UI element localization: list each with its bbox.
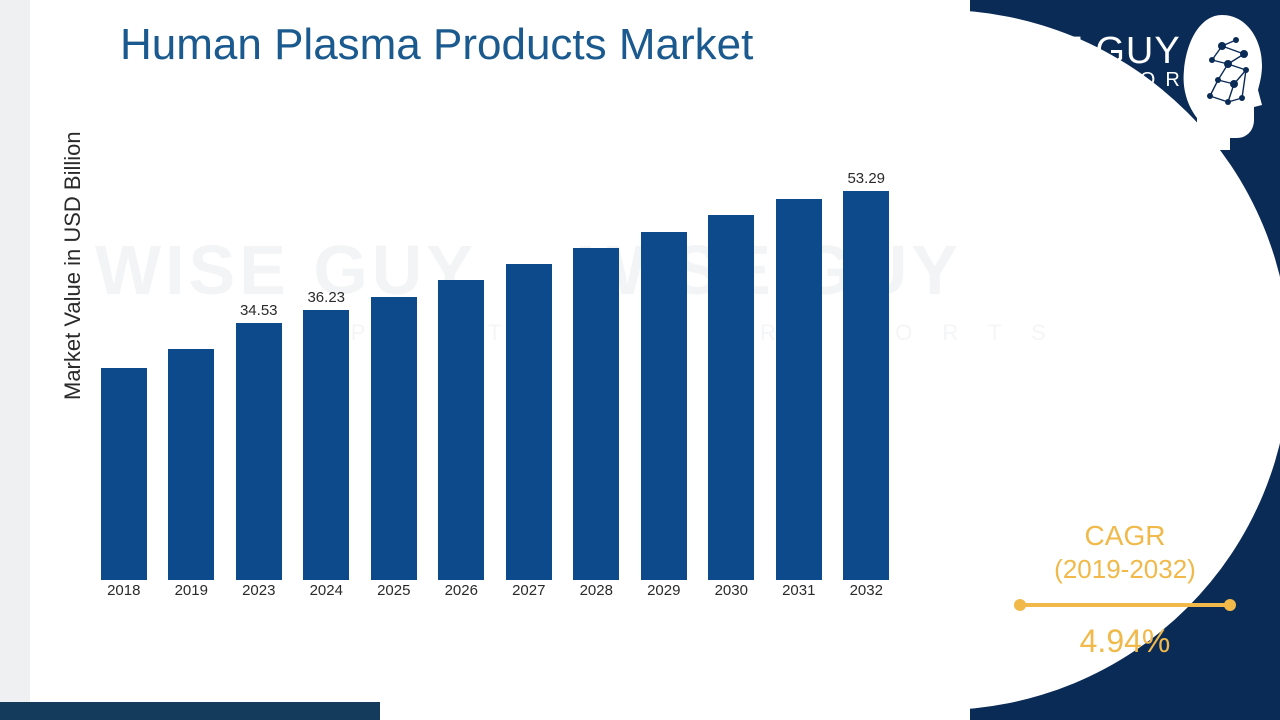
bar-col xyxy=(563,170,631,580)
page-title: Human Plasma Products Market xyxy=(120,20,753,70)
x-tick-label: 2018 xyxy=(90,582,158,599)
bar-col xyxy=(495,170,563,580)
bar xyxy=(573,248,619,580)
bar xyxy=(236,323,282,580)
y-axis-label: Market Value in USD Billion xyxy=(60,131,86,400)
x-tick-label: 2027 xyxy=(495,582,563,599)
bar-value-label: 34.53 xyxy=(240,302,278,319)
x-tick-label: 2019 xyxy=(158,582,226,599)
bar-col xyxy=(360,170,428,580)
bar xyxy=(303,310,349,580)
bar xyxy=(843,191,889,580)
head-icon xyxy=(1162,10,1272,150)
bar xyxy=(708,215,754,580)
bar-value-label: 36.23 xyxy=(307,289,345,306)
bar-col: 36.23 xyxy=(293,170,361,580)
bar xyxy=(506,264,552,580)
bar xyxy=(101,368,147,580)
x-tick-label: 2032 xyxy=(833,582,901,599)
bar-col xyxy=(698,170,766,580)
bar-col xyxy=(630,170,698,580)
cagr-block: CAGR (2019-2032) 4.94% xyxy=(1010,520,1240,660)
bar-col xyxy=(90,170,158,580)
bar xyxy=(168,349,214,580)
x-tick-label: 2025 xyxy=(360,582,428,599)
x-tick-label: 2031 xyxy=(765,582,833,599)
bar xyxy=(776,199,822,580)
x-axis-labels: 2018201920232024202520262027202820292030… xyxy=(90,582,900,599)
bar-value-label: 53.29 xyxy=(847,170,885,187)
bar xyxy=(641,232,687,580)
bar-col: 53.29 xyxy=(833,170,901,580)
x-tick-label: 2024 xyxy=(293,582,361,599)
cagr-value: 4.94% xyxy=(1010,623,1240,660)
bar-col xyxy=(158,170,226,580)
bar-col: 34.53 xyxy=(225,170,293,580)
bottom-strip xyxy=(0,702,380,720)
x-tick-label: 2030 xyxy=(698,582,766,599)
x-tick-label: 2028 xyxy=(563,582,631,599)
bar-col xyxy=(428,170,496,580)
x-tick-label: 2023 xyxy=(225,582,293,599)
bar xyxy=(438,280,484,580)
x-tick-label: 2026 xyxy=(428,582,496,599)
cagr-divider xyxy=(1020,603,1230,607)
cagr-years: (2019-2032) xyxy=(1010,554,1240,585)
bar-chart: 34.53 36.23 53.29 xyxy=(90,170,900,580)
cagr-label: CAGR xyxy=(1010,520,1240,552)
x-tick-label: 2029 xyxy=(630,582,698,599)
bar xyxy=(371,297,417,580)
bar-col xyxy=(765,170,833,580)
